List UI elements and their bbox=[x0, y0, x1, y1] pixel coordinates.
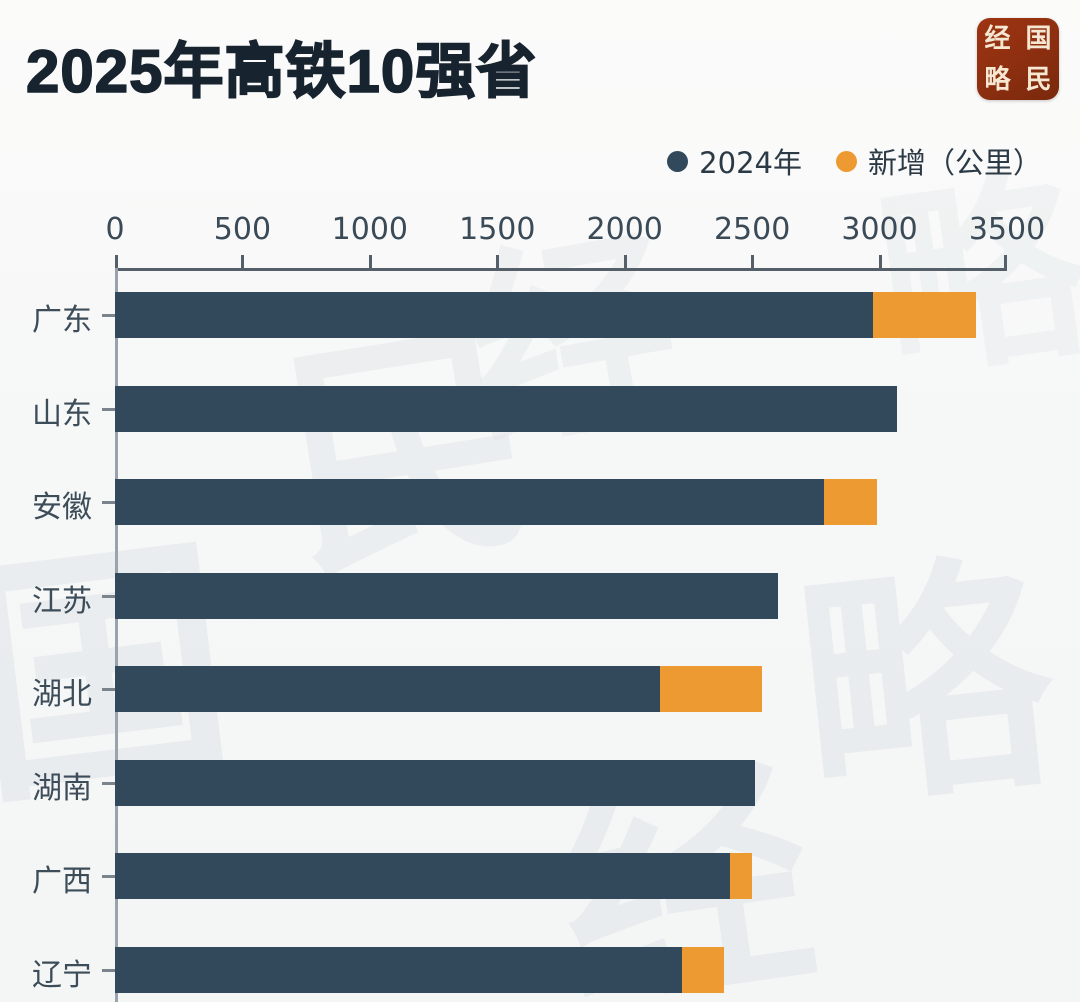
bar-row[interactable]: 广西 bbox=[0, 853, 1080, 899]
x-tick-label: 500 bbox=[213, 212, 272, 247]
x-axis-line bbox=[115, 268, 1007, 271]
y-tick-mark bbox=[102, 314, 115, 317]
bar-segment-base[interactable] bbox=[115, 479, 824, 525]
logo-char-1: 经 bbox=[984, 23, 1011, 54]
bar-segment-increment[interactable] bbox=[823, 479, 878, 525]
page-title: 2025年高铁10强省 bbox=[25, 37, 538, 106]
bar-segment-increment[interactable] bbox=[873, 292, 977, 338]
y-axis-category-label: 湖南 bbox=[32, 770, 92, 806]
x-axis-tick-labels: 0 500 1000 1500 2000 2500 3000 3500 bbox=[0, 212, 1080, 252]
x-tick-mark bbox=[241, 255, 245, 269]
x-tick-mark bbox=[623, 255, 627, 269]
y-axis-line bbox=[115, 268, 118, 1002]
plot-bars: 广东山东安徽江苏湖北湖南广西辽宁 bbox=[0, 268, 1080, 1002]
y-tick-mark bbox=[102, 688, 115, 691]
bar-segment-increment[interactable] bbox=[682, 946, 725, 993]
legend-swatch-icon bbox=[667, 150, 689, 172]
x-tick-mark bbox=[496, 255, 500, 269]
bar-row[interactable]: 辽宁 bbox=[0, 946, 1080, 993]
bar-segment-base[interactable] bbox=[115, 572, 778, 619]
bar-segment-base[interactable] bbox=[115, 385, 898, 432]
y-axis-category-label: 广西 bbox=[32, 864, 92, 899]
logo-char-2: 国 bbox=[1025, 23, 1052, 54]
y-axis-category-label: 辽宁 bbox=[32, 957, 92, 993]
bar-row[interactable]: 山东 bbox=[0, 385, 1080, 432]
x-axis-right-cap bbox=[1004, 255, 1007, 271]
bar-row[interactable]: 广东 bbox=[0, 292, 1080, 338]
bar-segment-increment[interactable] bbox=[660, 666, 763, 712]
x-tick-mark bbox=[368, 255, 372, 269]
bar-segment-base[interactable] bbox=[115, 853, 731, 899]
legend-item-1[interactable]: 2024年 bbox=[667, 140, 802, 182]
legend-label: 2024年 bbox=[699, 146, 802, 180]
y-tick-mark bbox=[102, 781, 115, 785]
y-axis-category-label: 江苏 bbox=[32, 583, 92, 619]
bar-segment-base[interactable] bbox=[115, 666, 661, 712]
y-axis-category-label: 湖北 bbox=[32, 677, 92, 712]
y-tick-mark bbox=[102, 594, 115, 598]
y-axis-category-label: 山东 bbox=[32, 396, 92, 432]
x-tick-label: 2500 bbox=[713, 212, 791, 247]
legend-swatch-icon bbox=[835, 150, 857, 172]
legend-label: 新增（公里） bbox=[867, 146, 1042, 180]
bar-segment-base[interactable] bbox=[115, 946, 683, 993]
chart-area: 0 500 1000 1500 2000 2500 3000 3500 广东山东安徽江苏湖北湖… bbox=[0, 200, 1080, 1002]
bar-segment-base[interactable] bbox=[115, 292, 874, 338]
chart-legend: 2024年 新增（公里） bbox=[667, 140, 1042, 182]
logo-char-4: 民 bbox=[1025, 64, 1052, 95]
x-tick-label: 1000 bbox=[331, 212, 409, 247]
y-tick-mark bbox=[102, 968, 115, 972]
brand-logo: 经 国 略 民 bbox=[977, 18, 1059, 100]
bar-row[interactable]: 湖南 bbox=[0, 759, 1080, 806]
bar-segment-increment[interactable] bbox=[730, 853, 753, 899]
bar-row[interactable]: 安徽 bbox=[0, 479, 1080, 525]
y-tick-mark bbox=[102, 875, 115, 878]
x-tick-mark bbox=[878, 255, 882, 269]
bar-row[interactable]: 湖北 bbox=[0, 666, 1080, 712]
x-tick-label: 3500 bbox=[968, 212, 1046, 247]
x-tick-label: 3000 bbox=[841, 212, 918, 247]
header: 2025年高铁10强省 经 国 略 民 bbox=[0, 0, 1080, 130]
x-tick-mark bbox=[751, 255, 755, 269]
y-tick-mark bbox=[102, 407, 115, 411]
x-tick-label: 1500 bbox=[459, 212, 536, 247]
bar-segment-base[interactable] bbox=[115, 759, 755, 806]
x-tick-label: 0 bbox=[105, 212, 125, 247]
bar-row[interactable]: 江苏 bbox=[0, 572, 1080, 619]
logo-char-3: 略 bbox=[984, 64, 1011, 95]
y-tick-mark bbox=[102, 501, 115, 504]
legend-item-2[interactable]: 新增（公里） bbox=[835, 140, 1042, 182]
x-tick-label: 2000 bbox=[586, 212, 663, 247]
y-axis-category-label: 安徽 bbox=[32, 490, 92, 525]
x-axis-left-cap bbox=[115, 255, 118, 271]
y-axis-category-label: 广东 bbox=[32, 303, 92, 338]
